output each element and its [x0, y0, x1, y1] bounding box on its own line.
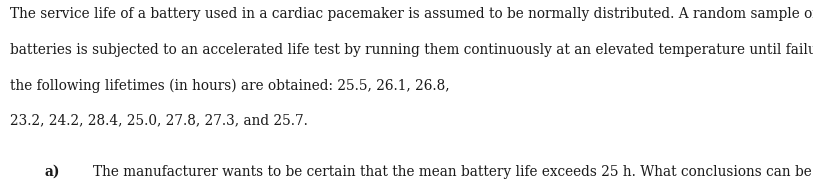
Text: The service life of a battery used in a cardiac pacemaker is assumed to be norma: The service life of a battery used in a …	[10, 7, 813, 21]
Text: The manufacturer wants to be certain that the mean battery life exceeds 25 h. Wh: The manufacturer wants to be certain tha…	[93, 165, 813, 179]
Text: batteries is subjected to an accelerated life test by running them continuously : batteries is subjected to an accelerated…	[10, 43, 813, 57]
Text: 23.2, 24.2, 28.4, 25.0, 27.8, 27.3, and 25.7.: 23.2, 24.2, 28.4, 25.0, 27.8, 27.3, and …	[10, 114, 307, 128]
Text: the following lifetimes (in hours) are obtained: 25.5, 26.1, 26.8,: the following lifetimes (in hours) are o…	[10, 78, 450, 93]
Text: a): a)	[45, 165, 60, 179]
